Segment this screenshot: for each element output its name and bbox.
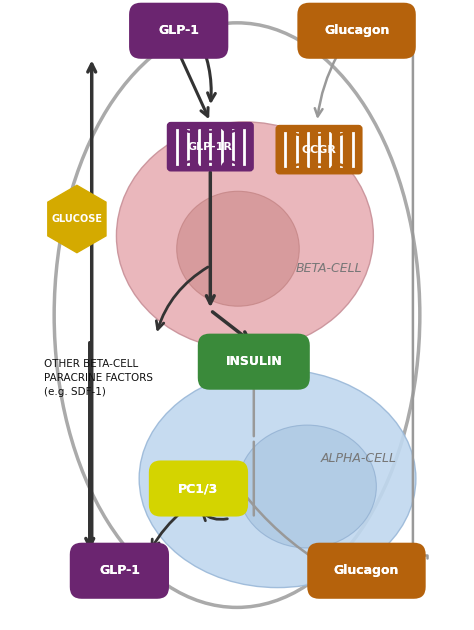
Text: INSULIN: INSULIN [226,355,282,368]
Text: GLP-1: GLP-1 [158,24,199,37]
FancyBboxPatch shape [70,542,169,598]
Text: GLP-1: GLP-1 [158,24,199,37]
FancyBboxPatch shape [198,334,310,390]
FancyBboxPatch shape [168,123,253,171]
Text: BETA-CELL: BETA-CELL [296,262,362,275]
Text: GCGR: GCGR [301,145,337,154]
Text: GLP-1: GLP-1 [99,564,140,577]
Text: Glucagon: Glucagon [324,24,389,37]
Text: Glucagon: Glucagon [334,564,399,577]
Text: GLP-1: GLP-1 [99,564,140,577]
Text: GLP-1R: GLP-1R [188,142,233,152]
Ellipse shape [117,122,374,350]
Text: Glucagon: Glucagon [334,564,399,577]
Text: PC1/3: PC1/3 [178,482,219,495]
Ellipse shape [139,370,416,588]
Text: PC1/3: PC1/3 [178,482,219,495]
Text: INSULIN: INSULIN [226,355,282,368]
Text: GLUCOSE: GLUCOSE [51,214,102,224]
FancyBboxPatch shape [307,542,426,598]
Text: Glucagon: Glucagon [324,24,389,37]
Text: ALPHA-CELL: ALPHA-CELL [320,452,397,466]
FancyBboxPatch shape [129,3,228,59]
FancyBboxPatch shape [149,461,248,517]
Ellipse shape [177,192,299,306]
FancyBboxPatch shape [276,126,362,173]
FancyBboxPatch shape [297,3,416,59]
Polygon shape [48,185,106,253]
Text: OTHER BETA-CELL
PARACRINE FACTORS
(e.g. SDF-1): OTHER BETA-CELL PARACRINE FACTORS (e.g. … [44,358,153,396]
Ellipse shape [238,425,376,548]
